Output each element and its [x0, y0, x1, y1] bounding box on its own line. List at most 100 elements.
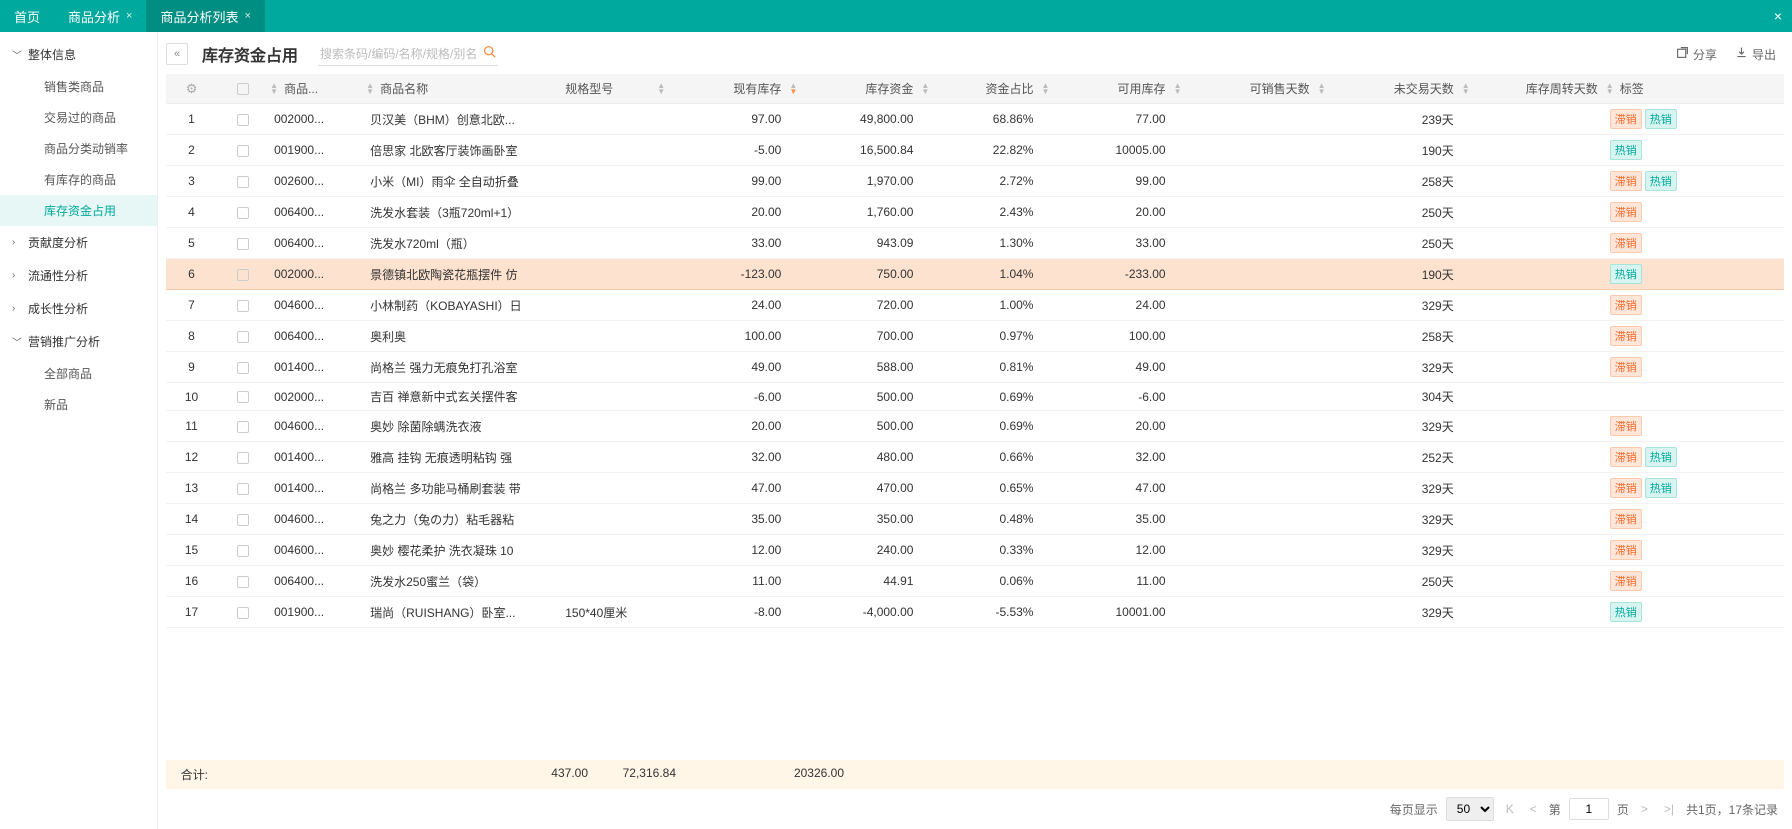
page-prev-button[interactable]: < [1526, 800, 1541, 818]
row-checkbox[interactable] [237, 421, 249, 433]
gear-icon[interactable]: ⚙ [186, 81, 198, 96]
sidebar-group-header[interactable]: ﹀整体信息 [0, 38, 157, 71]
chevron-down-icon: ﹀ [12, 47, 22, 62]
table-row[interactable]: 1002000...贝汉美（BHM）创意北欧...97.0049,800.006… [166, 104, 1784, 135]
row-checkbox[interactable] [237, 514, 249, 526]
table-row[interactable]: 5006400...洗发水720ml（瓶）33.00943.091.30%33.… [166, 228, 1784, 259]
sidebar-item[interactable]: 库存资金占用 [0, 195, 157, 226]
row-checkbox[interactable] [237, 483, 249, 495]
close-tab-icon[interactable]: × [244, 10, 250, 22]
table-row[interactable]: 14004600...兔之力（兔の力）粘毛器粘35.00350.000.48%3… [166, 504, 1784, 535]
share-button[interactable]: 分享 [1676, 46, 1717, 63]
row-checkbox[interactable] [237, 145, 249, 157]
table-row[interactable]: 11004600...奥妙 除菌除螨洗衣液20.00500.000.69%20.… [166, 411, 1784, 442]
close-tab-icon[interactable]: × [126, 10, 132, 22]
row-checkbox[interactable] [237, 300, 249, 312]
sidebar-group-header[interactable]: ﹀营销推广分析 [0, 325, 157, 358]
table-cell [217, 411, 268, 442]
column-header[interactable]: ▲▼库存周转天数 [1460, 74, 1604, 104]
top-tab[interactable]: 商品分析× [54, 0, 146, 32]
column-header[interactable]: ▲▼资金占比 [919, 74, 1039, 104]
row-checkbox[interactable] [237, 238, 249, 250]
table-cell [217, 504, 268, 535]
table-cell [559, 504, 655, 535]
table-cell: 001400... [268, 442, 364, 473]
table-cell: 景德镇北欧陶瓷花瓶摆件 仿 [364, 259, 559, 290]
sidebar-item[interactable]: 全部商品 [0, 358, 157, 389]
page-next-button[interactable]: > [1637, 800, 1652, 818]
table-cell [1172, 535, 1316, 566]
collapse-sidebar-button[interactable]: « [166, 43, 188, 65]
column-header[interactable]: ▲▼可销售天数 [1172, 74, 1316, 104]
table-row[interactable]: 9001400...尚格兰 强力无痕免打孔浴室49.00588.000.81%4… [166, 352, 1784, 383]
page-first-button[interactable]: K [1502, 800, 1518, 818]
page-input[interactable] [1569, 798, 1609, 820]
table-row[interactable]: 3002600...小米（MI）雨伞 全自动折叠99.001,970.002.7… [166, 166, 1784, 197]
table-cell: 11.00 [655, 566, 787, 597]
table-cell: 滞销 [1604, 535, 1784, 566]
top-tab[interactable]: 首页 [0, 0, 54, 32]
per-page-select[interactable]: 50 [1446, 797, 1494, 821]
table-row[interactable]: 10002000...吉百 禅意新中式玄关摆件客-6.00500.000.69%… [166, 383, 1784, 411]
row-checkbox[interactable] [237, 176, 249, 188]
select-all-checkbox[interactable] [237, 83, 249, 95]
table-cell: -123.00 [655, 259, 787, 290]
top-tab[interactable]: 商品分析列表× [146, 0, 264, 32]
table-row[interactable]: 17001900...瑞尚（RUISHANG）卧室...150*40厘米-8.0… [166, 597, 1784, 628]
table-cell: 雅高 挂钩 无痕透明粘钩 强 [364, 442, 559, 473]
export-button[interactable]: 导出 [1735, 46, 1776, 63]
table-row[interactable]: 15004600...奥妙 樱花柔护 洗衣凝珠 1012.00240.000.3… [166, 535, 1784, 566]
table-cell: 1.00% [919, 290, 1039, 321]
row-checkbox[interactable] [237, 362, 249, 374]
column-header[interactable]: ▲▼标签 [1604, 74, 1784, 104]
sidebar-item[interactable]: 销售类商品 [0, 71, 157, 102]
sidebar-item[interactable]: 商品分类动销率 [0, 133, 157, 164]
row-checkbox[interactable] [237, 452, 249, 464]
row-checkbox[interactable] [237, 331, 249, 343]
table-cell: 99.00 [655, 166, 787, 197]
column-header[interactable]: ▲▼现有库存 [655, 74, 787, 104]
table-cell [559, 566, 655, 597]
table-row[interactable]: 8006400...奥利奥100.00700.000.97%100.00258天… [166, 321, 1784, 352]
table-cell [1460, 352, 1604, 383]
table-cell: 1,970.00 [787, 166, 919, 197]
table-cell: -8.00 [655, 597, 787, 628]
row-checkbox[interactable] [237, 114, 249, 126]
table-cell: 004600... [268, 504, 364, 535]
table-cell [217, 228, 268, 259]
column-header[interactable]: ▲▼商品... [268, 74, 364, 104]
close-all-tabs-icon[interactable]: × [1774, 0, 1782, 32]
table-cell: 750.00 [787, 259, 919, 290]
sidebar-group-header[interactable]: ›成长性分析 [0, 292, 157, 325]
column-header: 规格型号 [559, 74, 655, 104]
table-row[interactable]: 7004600...小林制药（KOBAYASHI）日24.00720.001.0… [166, 290, 1784, 321]
table-row[interactable]: 16006400...洗发水250蜜兰（袋）11.0044.910.06%11.… [166, 566, 1784, 597]
table-cell [1172, 411, 1316, 442]
table-row[interactable]: 12001400...雅高 挂钩 无痕透明粘钩 强32.00480.000.66… [166, 442, 1784, 473]
sidebar-group-header[interactable]: ›贡献度分析 [0, 226, 157, 259]
sort-icon: ▲▼ [1174, 83, 1182, 95]
table-row[interactable]: 6002000...景德镇北欧陶瓷花瓶摆件 仿-123.00750.001.04… [166, 259, 1784, 290]
table-cell: 250天 [1316, 228, 1460, 259]
column-header[interactable]: ▲▼可用库存 [1039, 74, 1171, 104]
column-header[interactable]: ▲▼库存资金 [787, 74, 919, 104]
table-row[interactable]: 2001900...倍思家 北欧客厅装饰画卧室-5.0016,500.8422.… [166, 135, 1784, 166]
row-checkbox[interactable] [237, 576, 249, 588]
row-checkbox[interactable] [237, 269, 249, 281]
column-header[interactable]: ▲▼商品名称 [364, 74, 559, 104]
row-checkbox[interactable] [237, 545, 249, 557]
row-checkbox[interactable] [237, 207, 249, 219]
sidebar-item[interactable]: 有库存的商品 [0, 164, 157, 195]
table-row[interactable]: 4006400...洗发水套装（3瓶720ml+1）20.001,760.002… [166, 197, 1784, 228]
column-header[interactable]: ▲▼未交易天数 [1316, 74, 1460, 104]
sidebar-item[interactable]: 交易过的商品 [0, 102, 157, 133]
table-row[interactable]: 13001400...尚格兰 多功能马桶刷套装 带47.00470.000.65… [166, 473, 1784, 504]
search-input[interactable] [318, 43, 498, 66]
page-last-button[interactable]: >| [1660, 800, 1678, 818]
row-checkbox[interactable] [237, 607, 249, 619]
sidebar-group-header[interactable]: ›流通性分析 [0, 259, 157, 292]
table-cell: 0.33% [919, 535, 1039, 566]
search-icon[interactable] [483, 45, 496, 61]
sidebar-item[interactable]: 新品 [0, 389, 157, 420]
row-checkbox[interactable] [237, 391, 249, 403]
